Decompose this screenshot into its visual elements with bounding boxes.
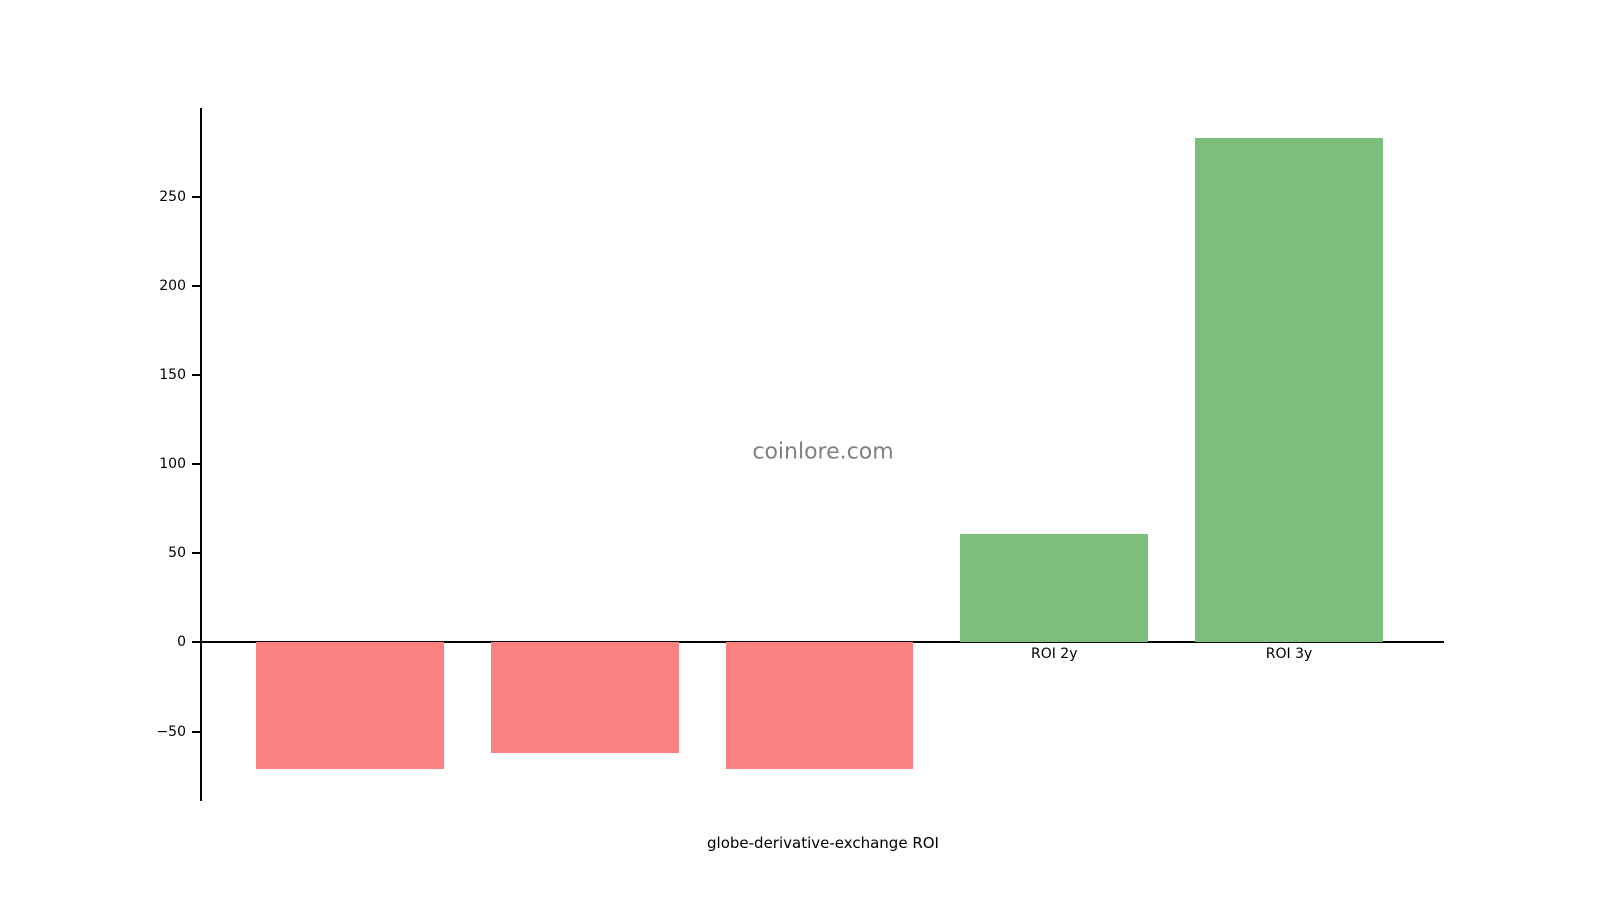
- x-tick-label-roi-2y: ROI 2y: [1030, 646, 1078, 663]
- chart-title: globe-derivative-exchange ROI: [707, 834, 939, 852]
- y-tick-label: 200: [159, 278, 186, 295]
- y-tick-mark: [192, 552, 200, 555]
- bar-category-2: [490, 642, 679, 753]
- y-tick-label: 150: [159, 367, 186, 384]
- y-tick-label: 50: [168, 545, 186, 562]
- bar-category-1: [256, 642, 444, 769]
- y-tick-label: 100: [159, 456, 186, 473]
- y-tick-mark: [192, 374, 200, 377]
- bar-roi-2y: [960, 533, 1149, 643]
- y-tick-label: 0: [177, 634, 186, 651]
- y-axis-spine: [200, 108, 202, 801]
- y-tick-label: −50: [156, 723, 186, 740]
- bar-roi-3y: [1195, 138, 1383, 643]
- y-tick-mark: [192, 463, 200, 466]
- watermark-text: coinlore.com: [752, 439, 894, 465]
- x-tick-label-roi-3y: ROI 3y: [1265, 646, 1313, 663]
- y-tick-mark: [192, 285, 200, 288]
- y-tick-mark: [192, 730, 200, 733]
- bar-category-3: [725, 642, 914, 769]
- y-tick-mark: [192, 641, 200, 644]
- y-tick-label: 250: [159, 189, 186, 206]
- y-tick-mark: [192, 196, 200, 199]
